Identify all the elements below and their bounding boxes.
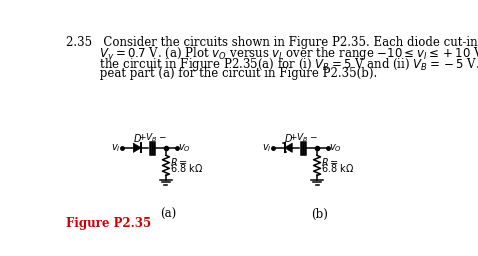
Text: $R =$: $R =$: [321, 156, 339, 168]
Text: (a): (a): [160, 207, 176, 220]
Text: D: D: [284, 134, 292, 144]
Polygon shape: [284, 143, 292, 152]
Text: $v_I$: $v_I$: [262, 142, 272, 154]
Text: $v_O$: $v_O$: [329, 142, 342, 154]
Text: Figure P2.35: Figure P2.35: [66, 217, 151, 230]
Text: 6.8 k$\Omega$: 6.8 k$\Omega$: [321, 163, 354, 175]
Polygon shape: [133, 143, 141, 152]
Text: peat part (a) for the circuit in Figure P2.35(b).: peat part (a) for the circuit in Figure …: [66, 67, 377, 80]
Text: (b): (b): [311, 207, 328, 220]
Text: D: D: [133, 134, 141, 144]
Text: $R =$: $R =$: [170, 156, 187, 168]
Text: $v_O$: $v_O$: [178, 142, 191, 154]
Text: 6.8 k$\Omega$: 6.8 k$\Omega$: [170, 163, 203, 175]
Text: 2.35   Consider the circuits shown in Figure P2.35. Each diode cut-in voltage is: 2.35 Consider the circuits shown in Figu…: [66, 36, 478, 49]
Text: $v_I$: $v_I$: [110, 142, 120, 154]
Text: $+V_B-$: $+V_B-$: [289, 132, 317, 144]
Text: the circuit in Figure P2.35(a) for (i) $V_B = 5$ V and (ii) $V_B = -5$ V. (b) Re: the circuit in Figure P2.35(a) for (i) $…: [66, 56, 478, 73]
Text: $V_\gamma = 0.7$ V. (a) Plot $v_O$ versus $v_I$ over the range $-10 \leq v_I \le: $V_\gamma = 0.7$ V. (a) Plot $v_O$ versu…: [66, 46, 478, 64]
Text: $+V_B-$: $+V_B-$: [138, 132, 166, 144]
